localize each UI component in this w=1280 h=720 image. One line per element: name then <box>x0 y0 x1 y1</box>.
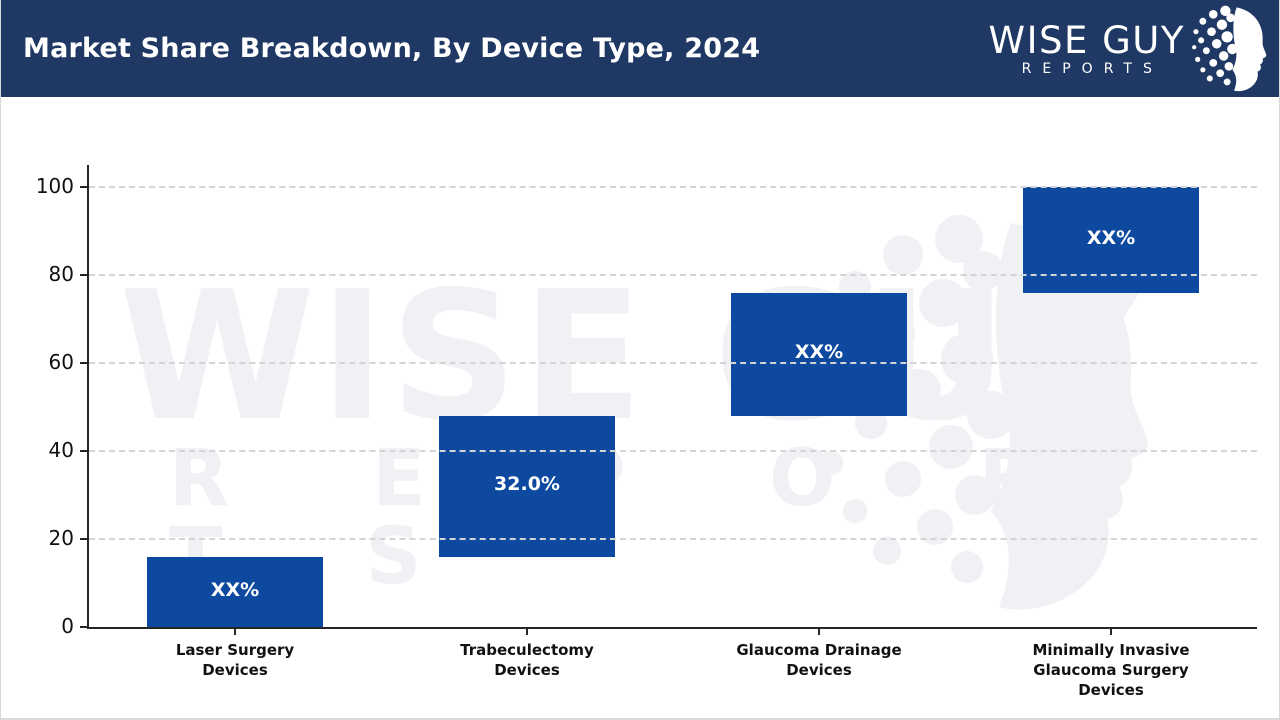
y-gridline <box>89 538 1257 540</box>
y-tick-label: 20 <box>48 526 74 550</box>
waterfall-bar-2 <box>439 415 615 557</box>
bar-value-label: XX% <box>210 578 260 601</box>
bar-value-label: XX% <box>794 341 844 364</box>
x-tick-mark <box>526 627 528 635</box>
y-tick-label: 80 <box>48 262 74 286</box>
x-tick-mark <box>1110 627 1112 635</box>
x-category-label: Glaucoma Drainage Devices <box>736 641 902 679</box>
y-axis-line <box>87 165 89 629</box>
dotted-head-logo-icon <box>1192 5 1267 91</box>
x-category-label: Trabeculectomy Devices <box>460 641 594 679</box>
waterfall-bar-1 <box>147 556 323 627</box>
y-tick-mark <box>80 538 89 540</box>
y-tick-label: 100 <box>35 174 74 198</box>
x-category-label: Minimally Invasive Glaucoma Surgery Devi… <box>1032 641 1190 699</box>
brand-name: WISE GUY <box>988 18 1185 62</box>
brand-logo: WISE GUY REPORTS <box>989 5 1279 93</box>
bar-value-label: XX% <box>1086 226 1136 249</box>
brand-logo-text: WISE GUY REPORTS <box>989 22 1185 76</box>
y-tick-label: 0 <box>61 614 74 638</box>
x-axis-line <box>87 627 1257 629</box>
bar-value-label: 32.0% <box>494 473 560 496</box>
y-tick-mark <box>80 186 89 188</box>
x-tick-mark <box>818 627 820 635</box>
x-category-label: Laser Surgery Devices <box>175 641 295 679</box>
y-tick-mark <box>80 626 89 628</box>
page-title: Market Share Breakdown, By Device Type, … <box>23 33 761 64</box>
y-tick-mark <box>80 274 89 276</box>
brand-subname: REPORTS <box>1021 60 1163 77</box>
y-gridline <box>89 450 1257 452</box>
y-gridline <box>89 186 1257 188</box>
y-tick-mark <box>80 450 89 452</box>
x-tick-mark <box>234 627 236 635</box>
y-tick-label: 60 <box>48 350 74 374</box>
y-gridline <box>89 362 1257 364</box>
y-gridline <box>89 274 1257 276</box>
y-tick-label: 40 <box>48 438 74 462</box>
y-tick-mark <box>80 362 89 364</box>
header-band: Market Share Breakdown, By Device Type, … <box>1 0 1279 97</box>
waterfall-bar-3 <box>731 292 907 416</box>
